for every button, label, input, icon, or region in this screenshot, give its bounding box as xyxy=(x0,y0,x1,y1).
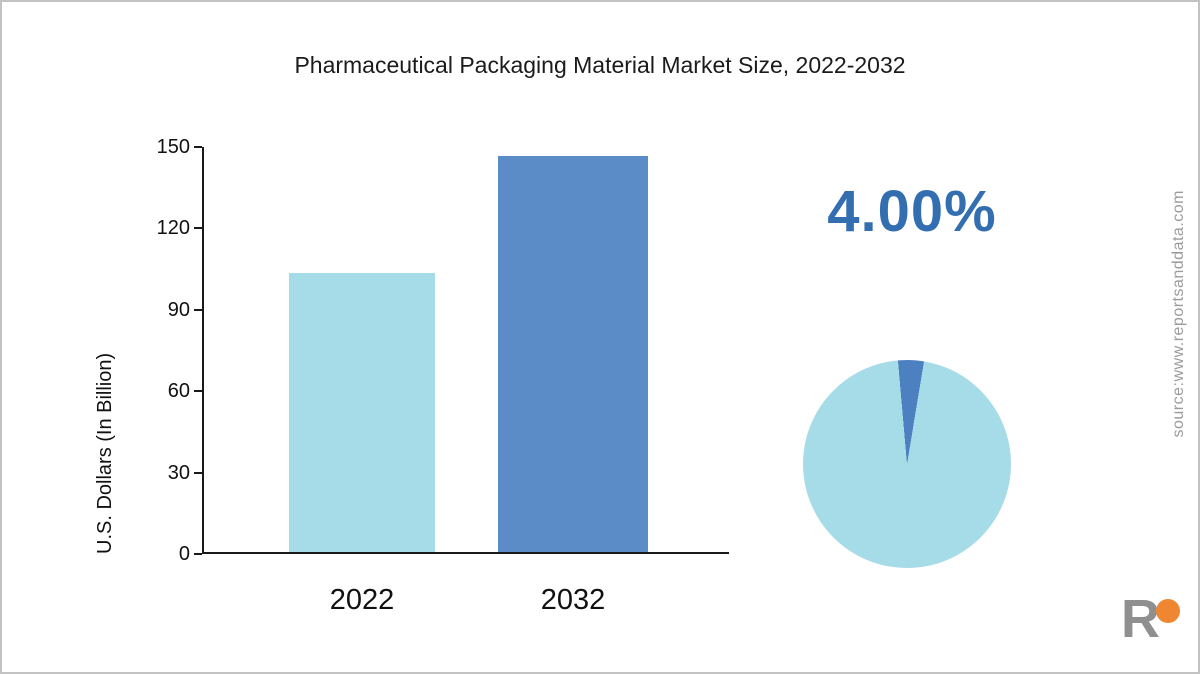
y-axis-label: U.S. Dollars (In Billion) xyxy=(94,352,116,554)
y-tick-mark xyxy=(194,146,202,148)
bar-plot-area: 0 30 60 90 120 150 2022 2032 xyxy=(157,136,729,616)
logo-letter: R xyxy=(1121,589,1160,649)
y-tick-label: 120 xyxy=(156,217,190,240)
x-category-label: 2032 xyxy=(540,584,606,616)
y-tick-mark xyxy=(194,390,202,393)
y-tick-mark xyxy=(194,308,202,311)
y-tick-label: 0 xyxy=(178,543,190,565)
bars-group xyxy=(204,147,729,552)
bar-2022 xyxy=(289,272,435,552)
cagr-value: 4.00% xyxy=(827,179,997,244)
y-tick-label: 60 xyxy=(167,380,190,403)
cagr-pie-chart xyxy=(803,360,1011,568)
y-axis-tick-labels: 0 30 60 90 120 150 xyxy=(134,136,190,565)
y-tick-label: 30 xyxy=(167,461,190,484)
logo-orange-dot xyxy=(1156,599,1180,623)
y-tick-mark xyxy=(194,227,202,230)
bar-2032 xyxy=(498,155,648,552)
y-tick-mark xyxy=(194,471,202,474)
y-tick-mark xyxy=(194,553,202,555)
source-attribution: source:www.reportsanddata.com xyxy=(1170,190,1187,438)
y-tick-label: 90 xyxy=(167,298,190,321)
chart-title: Pharmaceutical Packaging Material Market… xyxy=(294,52,906,78)
y-tick-label: 150 xyxy=(156,136,190,158)
reportsanddata-logo: R xyxy=(1121,589,1180,649)
x-category-label: 2022 xyxy=(329,584,395,616)
